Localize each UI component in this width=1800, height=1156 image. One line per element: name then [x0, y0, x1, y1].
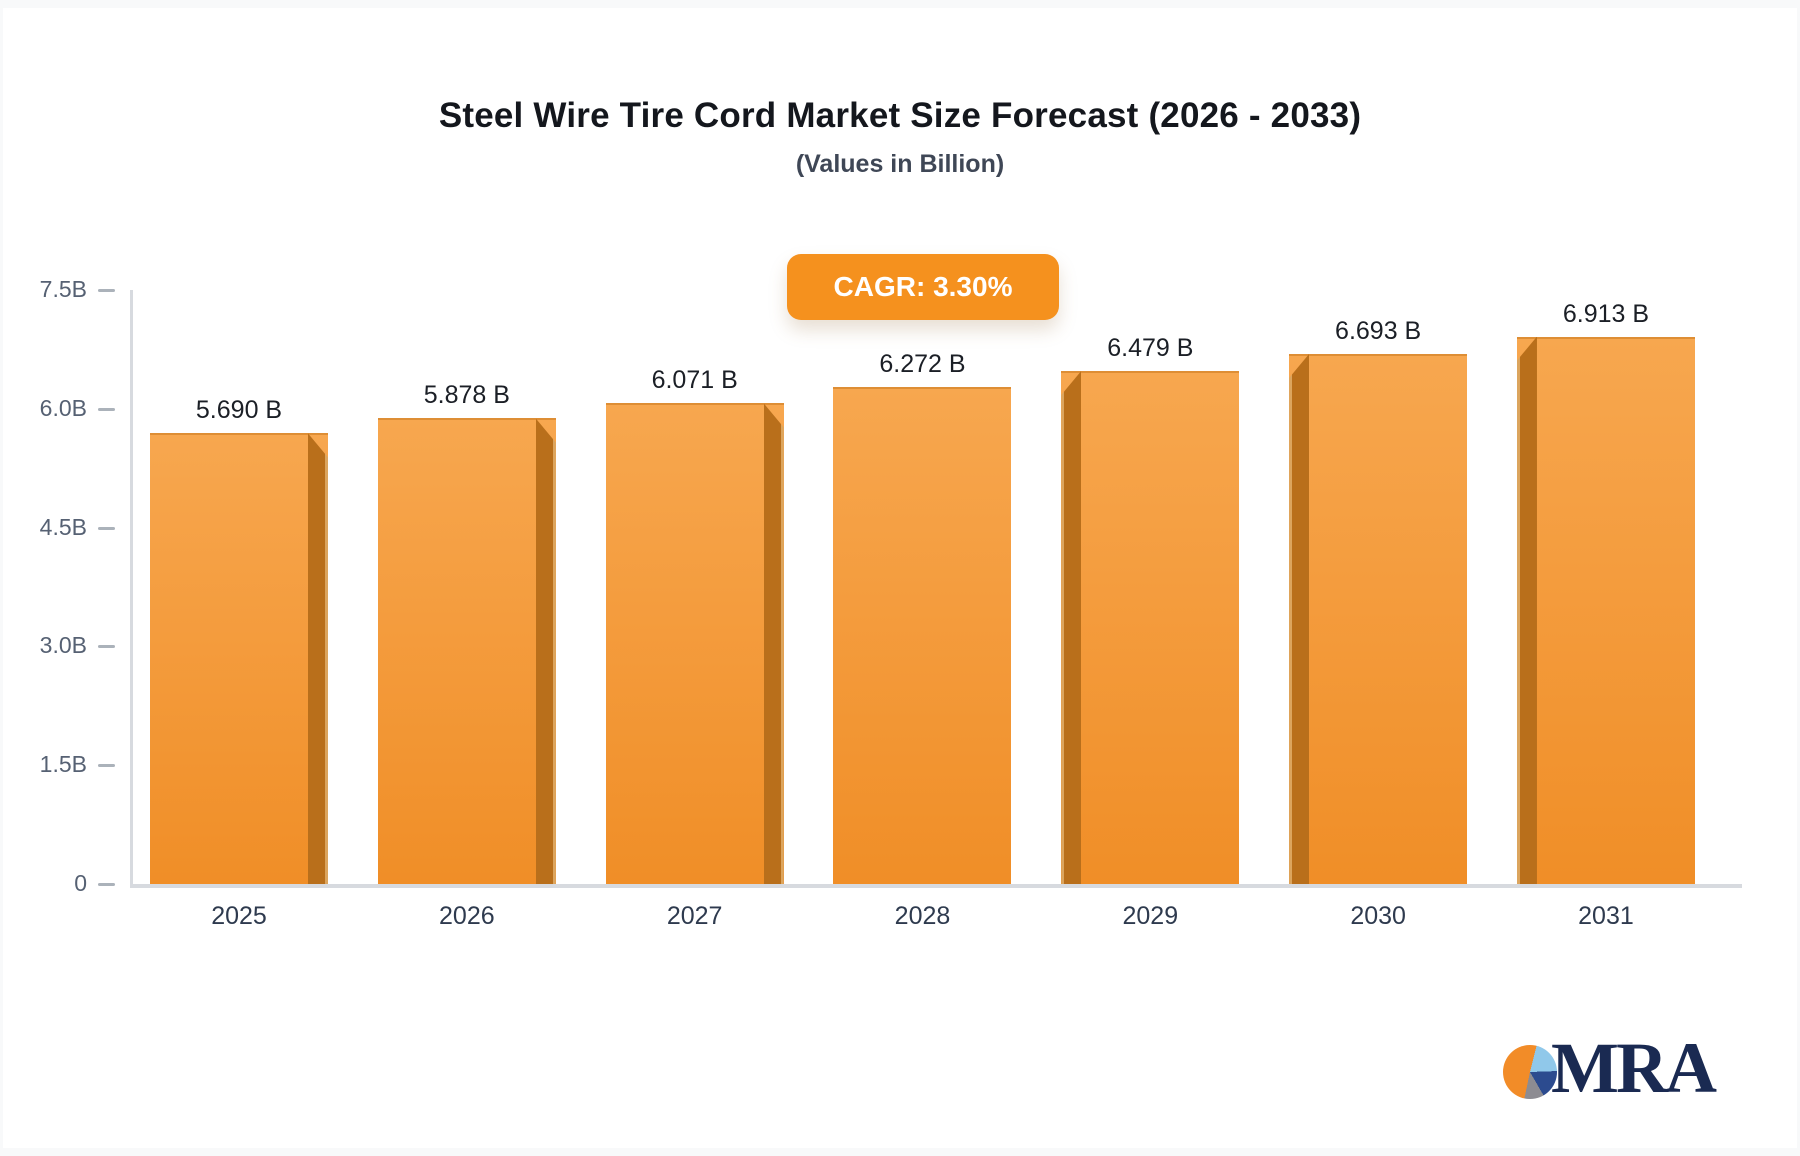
pie-chart-icon [1503, 1045, 1557, 1099]
bar-face [1516, 336, 1695, 884]
x-axis-label: 2029 [1122, 902, 1179, 930]
y-tick-dash [98, 289, 115, 292]
bar-side-face [1516, 336, 1537, 884]
bar-2030: 6.693 B [1289, 317, 1468, 884]
bar-side-face [535, 418, 556, 884]
bar-side-face [1289, 353, 1310, 884]
bar-2029: 6.479 B [1061, 334, 1240, 884]
y-tick-dash [98, 883, 115, 886]
bar-face [833, 387, 1012, 884]
y-tick-label: 1.5B [39, 751, 87, 778]
bar-face [605, 403, 784, 884]
y-tick-dash [98, 407, 115, 411]
mra-logo: MRA [1503, 1028, 1717, 1108]
y-tick-label: 4.5B [39, 513, 87, 540]
x-axis-line [130, 884, 1742, 888]
bar-2031: 6.913 B [1516, 300, 1695, 884]
x-axis-label: 2028 [894, 902, 951, 930]
chart-title: Steel Wire Tire Cord Market Size Forecas… [438, 96, 1362, 135]
x-axis-label: 2027 [666, 902, 723, 930]
bar-value-label: 6.913 B [1562, 299, 1650, 328]
x-axis-label: 2030 [1350, 902, 1406, 930]
bar-side-face [1061, 370, 1082, 884]
chart-subtitle: (Values in Billion) [795, 150, 1005, 178]
bar-face [377, 418, 556, 884]
bar-face [1289, 353, 1468, 884]
y-tick-label: 3.0B [39, 632, 87, 659]
bar-2026: 5.878 B [377, 381, 556, 884]
bar-value-label: 6.272 B [879, 350, 966, 379]
bar-2027: 6.071 B [605, 366, 784, 884]
y-axis-line [130, 290, 133, 888]
bar-value-label: 5.878 B [423, 381, 510, 410]
logo-text: MRA [1551, 1028, 1717, 1108]
cagr-badge: CAGR: 3.30% [787, 254, 1059, 320]
y-tick-label: 7.5B [39, 276, 87, 302]
bar-value-label: 6.071 B [651, 366, 738, 395]
x-axis-label: 2031 [1578, 902, 1634, 930]
bar-face [1061, 370, 1240, 884]
bar-value-label: 6.693 B [1335, 316, 1422, 345]
y-tick-dash [98, 764, 115, 768]
x-axis-label: 2025 [211, 902, 267, 930]
bar-2025: 5.690 B [150, 396, 328, 884]
bar-side-face [763, 403, 784, 884]
y-tick-dash [98, 526, 115, 530]
y-tick-label: 6.0B [39, 394, 87, 421]
y-tick-label: 0 [74, 870, 87, 896]
bar-2028: 6.272 B [833, 350, 1012, 884]
bar-face [150, 433, 328, 884]
y-tick-dash [98, 645, 115, 649]
bar-value-label: 6.479 B [1107, 333, 1194, 362]
bar-side-face [308, 433, 328, 884]
x-axis-label: 2026 [439, 902, 495, 930]
bar-value-label: 5.690 B [195, 396, 283, 425]
